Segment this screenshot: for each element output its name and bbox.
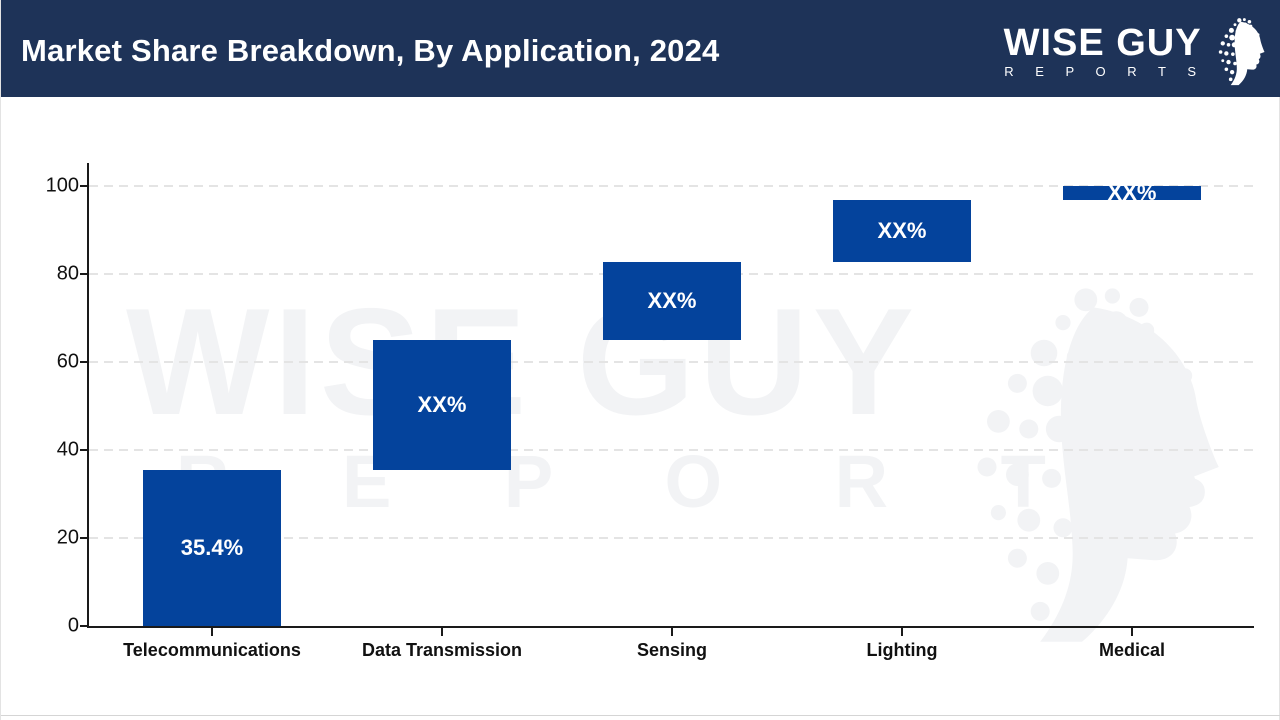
bar-sensing: XX% xyxy=(603,262,741,341)
footer-divider xyxy=(1,715,1280,716)
gridline-20 xyxy=(89,536,1254,539)
y-tick-40 xyxy=(80,448,88,451)
y-tick-label-100: 100 xyxy=(45,174,79,196)
logo-subtitle: R E P O R T S xyxy=(1004,64,1205,79)
bar-label-lighting: XX% xyxy=(877,218,927,244)
category-label-medical: Medical xyxy=(1098,640,1166,660)
y-tick-label-20: 20 xyxy=(56,526,79,549)
bar-telecommunications: 35.4% xyxy=(143,470,281,626)
gridline-40 xyxy=(89,448,1254,451)
x-tick-medical xyxy=(1131,628,1133,636)
category-label-lighting: Lighting xyxy=(866,640,938,660)
x-tick-data-transmission xyxy=(441,628,443,636)
bar-label-sensing: XX% xyxy=(647,288,697,314)
y-axis-line xyxy=(87,163,89,628)
y-tick-label-60: 60 xyxy=(56,350,79,373)
y-tick-label-0: 0 xyxy=(67,614,79,637)
bar-label-telecommunications: 35.4% xyxy=(180,535,244,561)
x-tick-sensing xyxy=(671,628,673,636)
gridline-60 xyxy=(89,360,1254,363)
y-tick-20 xyxy=(80,536,88,539)
y-tick-0 xyxy=(80,625,88,627)
category-label-telecommunications: Telecommunications xyxy=(123,640,301,660)
y-tick-100 xyxy=(80,184,88,187)
logo-text: WISE GUY R E P O R T S xyxy=(1000,24,1205,79)
wise-guy-logo: WISE GUY R E P O R T S xyxy=(1004,4,1267,94)
header: Market Share Breakdown, By Application, … xyxy=(1,0,1280,97)
category-label-data-transmission: Data Transmission xyxy=(361,640,523,660)
bar-label-data-transmission: XX% xyxy=(417,392,467,418)
x-tick-lighting xyxy=(901,628,903,636)
y-tick-label-80: 80 xyxy=(56,262,79,285)
gridline-100 xyxy=(89,184,1254,187)
bar-lighting: XX% xyxy=(833,200,971,263)
y-tick-80 xyxy=(80,272,88,275)
category-label-sensing: Sensing xyxy=(636,640,707,660)
y-tick-label-40: 40 xyxy=(56,438,79,461)
bar-medical: XX% xyxy=(1063,180,1201,205)
bar-data-transmission: XX% xyxy=(373,340,511,471)
x-axis-line xyxy=(87,626,1254,628)
y-tick-60 xyxy=(80,360,88,363)
logo-wordmark: WISE GUY xyxy=(1003,22,1202,64)
bar-label-medical: XX% xyxy=(1107,179,1157,205)
x-tick-telecommunications xyxy=(211,628,213,636)
page-title: Market Share Breakdown, By Application, … xyxy=(21,33,720,68)
